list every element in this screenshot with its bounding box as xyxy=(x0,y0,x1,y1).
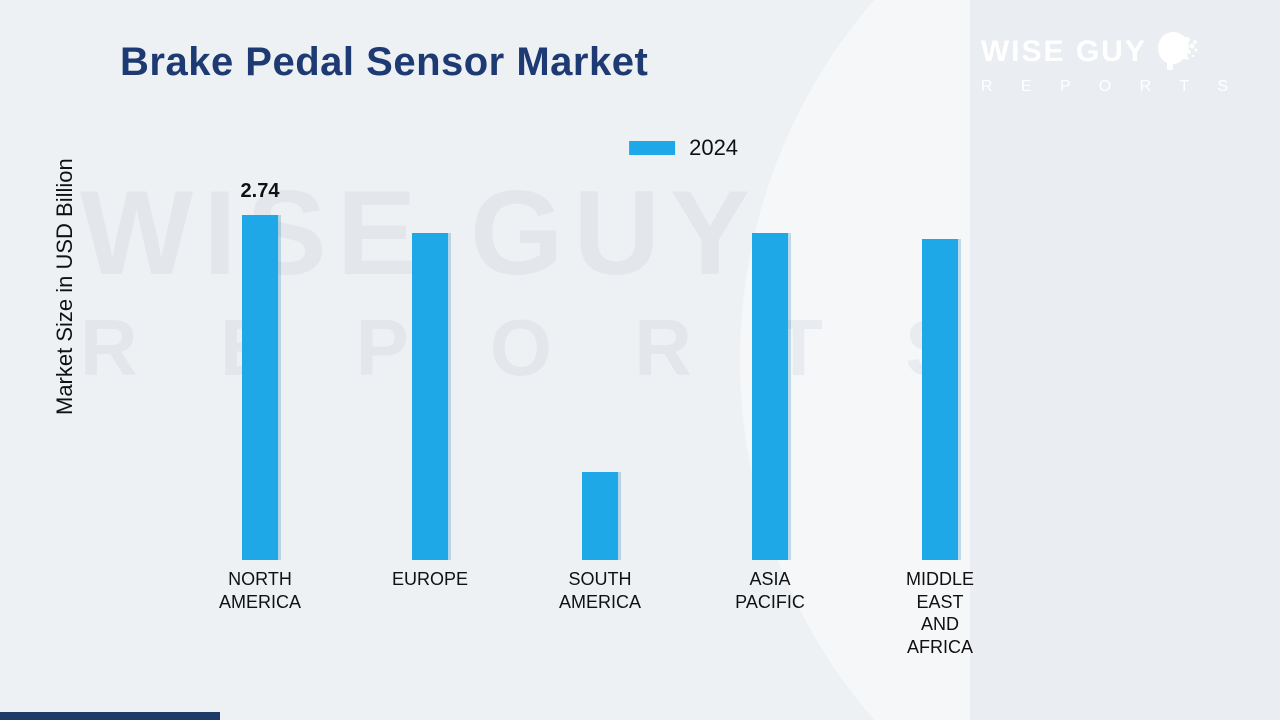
plot-area: 2.74 xyxy=(130,150,955,560)
bar xyxy=(922,239,958,560)
bottom-accent-line xyxy=(0,712,220,720)
brand-logo: WISE GUY R E P O R T S xyxy=(981,28,1240,96)
bar-value-label: 2.74 xyxy=(241,180,280,209)
bar xyxy=(242,215,278,560)
bar-chart: Market Size in USD Billion 2.74 NORTH AM… xyxy=(75,150,955,680)
bar xyxy=(752,233,788,560)
logo-line1: WISE GUY xyxy=(981,35,1147,69)
x-axis-label: MIDDLE EAST AND AFRICA xyxy=(865,568,1015,658)
logo-head-icon xyxy=(1153,28,1201,76)
y-axis-label: Market Size in USD Billion xyxy=(52,158,78,415)
x-axis-label: SOUTH AMERICA xyxy=(525,568,675,613)
bar xyxy=(582,472,618,560)
chart-title: Brake Pedal Sensor Market xyxy=(120,40,648,85)
logo-line2: R E P O R T S xyxy=(981,78,1240,96)
x-axis-label: EUROPE xyxy=(355,568,505,591)
x-axis-label: ASIA PACIFIC xyxy=(695,568,845,613)
stage: WISE GUY R E P O R T S Brake Pedal Senso… xyxy=(0,0,1280,720)
x-axis-labels: NORTH AMERICA EUROPE SOUTH AMERICA ASIA PAC… xyxy=(130,560,955,680)
bar xyxy=(412,233,448,560)
x-axis-label: NORTH AMERICA xyxy=(185,568,335,613)
